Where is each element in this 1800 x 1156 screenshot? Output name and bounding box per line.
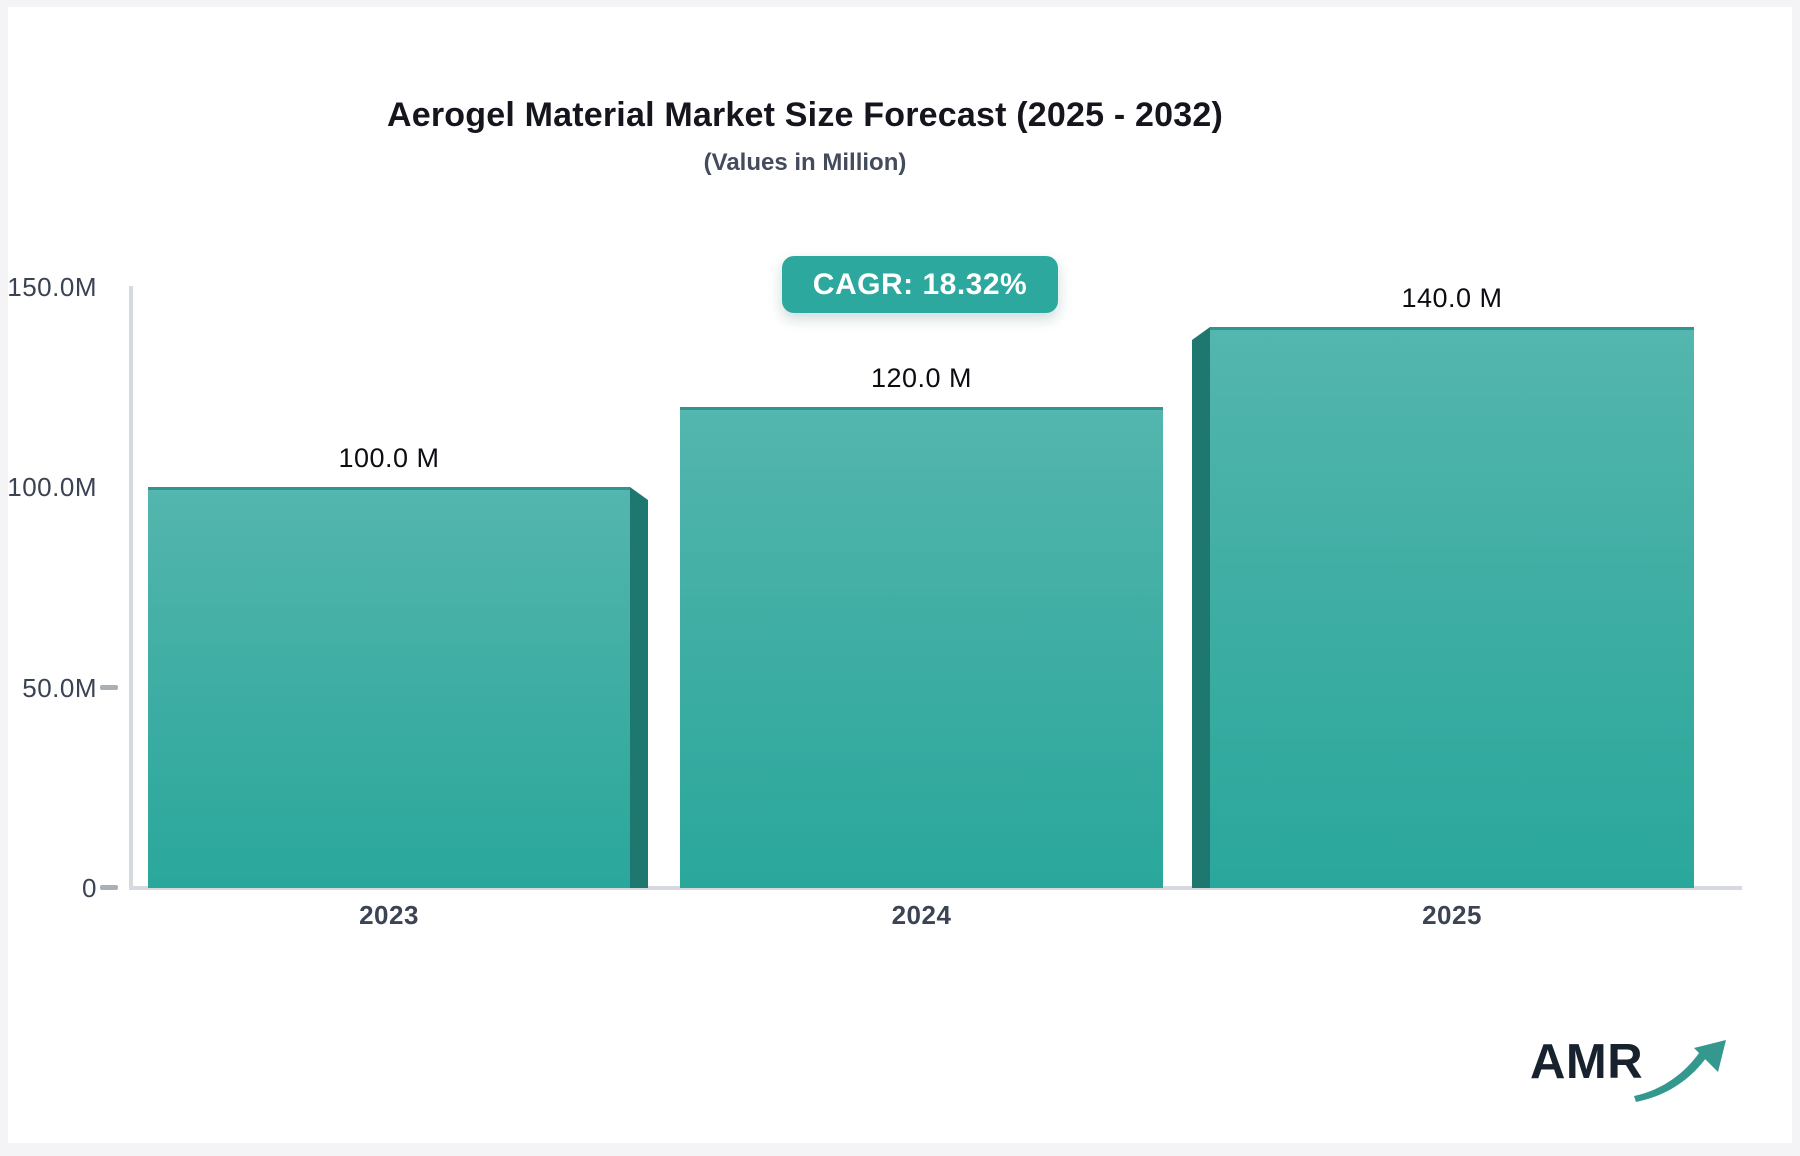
x-axis-line <box>129 886 1742 890</box>
bar-value-label: 140.0 M <box>1401 283 1503 313</box>
y-tick-50m: 50.0M <box>22 673 97 703</box>
bar-2025[interactable] <box>1210 327 1694 888</box>
bar-2024[interactable] <box>680 407 1163 888</box>
x-axis-label-2023: 2023 <box>359 900 419 930</box>
amr-logo[interactable]: AMR <box>1530 1032 1726 1112</box>
x-axis-label-2024: 2024 <box>891 900 952 930</box>
y-axis-line <box>129 286 133 888</box>
amr-logo-text: AMR <box>1530 1035 1644 1089</box>
y-tick-150m: 150.0M <box>7 272 97 302</box>
y-tick-100m: 100.0M <box>7 472 97 502</box>
y-tick-mark-50m <box>100 685 118 690</box>
chart-subtitle: (Values in Million) <box>703 149 907 176</box>
growth-arrow-icon <box>1634 1040 1726 1102</box>
bar-value-label: 100.0 M <box>338 443 440 473</box>
cagr-badge: CAGR: 18.32% <box>782 256 1058 313</box>
bar-value-label: 120.0 M <box>870 363 973 393</box>
y-tick-0: 0 <box>82 873 97 903</box>
page-title: Aerogel Material Market Size Forecast (2… <box>386 96 1223 134</box>
bar-3d-side <box>1192 327 1210 888</box>
bar-group-2025: 140.0 M 2025 <box>1192 0 1694 1156</box>
y-tick-mark-0 <box>100 885 118 890</box>
bar-2023[interactable] <box>148 487 630 888</box>
bar-group-2024: 120.0 M 2024 <box>680 0 1163 1156</box>
bar-3d-side <box>630 487 648 888</box>
bar-group-2023: 100.0 M 2023 <box>148 0 648 1156</box>
x-axis-label-2025: 2025 <box>1422 900 1482 930</box>
